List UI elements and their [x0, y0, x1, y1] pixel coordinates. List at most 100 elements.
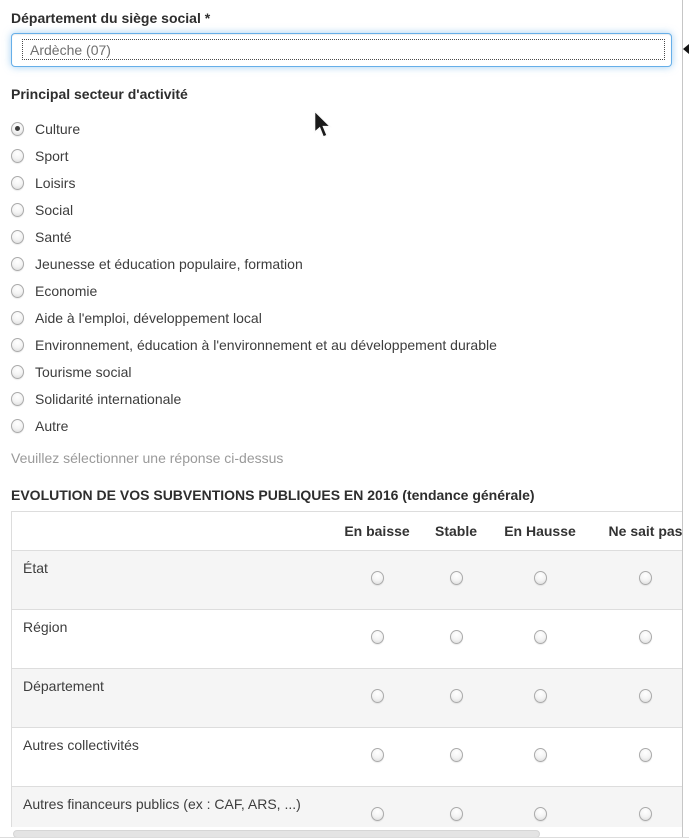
radio-cell-row4-col2[interactable]: [490, 785, 590, 827]
radio-button[interactable]: [11, 148, 24, 163]
sector-option-3[interactable]: Social: [11, 196, 689, 223]
radio-cell-row0-col2[interactable]: [490, 550, 590, 609]
radio-button[interactable]: [449, 688, 463, 703]
radio-button[interactable]: [639, 570, 652, 585]
row-label: Autres collectivités: [12, 726, 332, 786]
radio-button[interactable]: [11, 229, 24, 244]
radio-button[interactable]: [11, 364, 24, 379]
radio-cell-row2-col0[interactable]: [332, 667, 422, 727]
radio-button[interactable]: [449, 747, 463, 762]
option-label: Sport: [35, 147, 69, 164]
page-right-divider: [682, 0, 683, 837]
radio-button[interactable]: [449, 806, 463, 821]
radio-button[interactable]: [11, 310, 24, 325]
radio-button[interactable]: [11, 256, 24, 271]
column-header-1: Stable: [422, 512, 490, 551]
column-header-3: Ne sait pas: [590, 512, 682, 551]
subsidy-table-wrapper: En baisse Stable En Hausse Ne sait pas État…: [11, 511, 682, 827]
radio-cell-row4-col0[interactable]: [332, 785, 422, 827]
option-label: Economie: [35, 282, 98, 299]
sector-option-2[interactable]: Loisirs: [11, 169, 689, 196]
radio-button[interactable]: [639, 747, 652, 762]
radio-cell-row0-col1[interactable]: [422, 550, 490, 609]
sector-option-11[interactable]: Autre: [11, 412, 689, 439]
table-row: Autres collectivités: [12, 726, 682, 786]
radio-cell-row0-col3[interactable]: [590, 550, 682, 609]
radio-cell-row2-col3[interactable]: [590, 667, 682, 727]
sector-option-1[interactable]: Sport: [11, 142, 689, 169]
radio-button[interactable]: [370, 629, 384, 644]
sector-question-label: Principal secteur d'activité: [11, 86, 188, 102]
radio-button[interactable]: [639, 629, 652, 644]
option-label: Loisirs: [35, 174, 76, 191]
radio-button[interactable]: [370, 688, 384, 703]
radio-cell-row3-col0[interactable]: [332, 726, 422, 786]
table-row: État: [12, 550, 682, 609]
option-label: Santé: [35, 228, 72, 245]
sector-option-5[interactable]: Jeunesse et éducation populaire, formati…: [11, 250, 689, 277]
radio-button[interactable]: [533, 806, 547, 821]
radio-cell-row1-col0[interactable]: [332, 608, 422, 668]
radio-cell-row1-col3[interactable]: [590, 608, 682, 668]
sector-option-6[interactable]: Economie: [11, 277, 689, 304]
radio-cell-row1-col2[interactable]: [490, 608, 590, 668]
sector-option-4[interactable]: Santé: [11, 223, 689, 250]
radio-button[interactable]: [533, 688, 547, 703]
option-label: Aide à l'emploi, développement local: [35, 309, 262, 326]
sector-option-9[interactable]: Tourisme social: [11, 358, 689, 385]
option-label: Culture: [35, 120, 81, 137]
radio-button[interactable]: [449, 629, 463, 644]
bottom-border: [0, 837, 689, 838]
sector-option-8[interactable]: Environnement, éducation à l'environneme…: [11, 331, 689, 358]
radio-cell-row3-col3[interactable]: [590, 726, 682, 786]
radio-cell-row4-col3[interactable]: [590, 785, 682, 827]
option-label: Environnement, éducation à l'environneme…: [35, 336, 497, 353]
option-label: Jeunesse et éducation populaire, formati…: [35, 255, 303, 272]
table-row: Département: [12, 667, 682, 727]
option-label: Autre: [35, 417, 69, 434]
option-label: Solidarité internationale: [35, 390, 182, 407]
radio-cell-row2-col1[interactable]: [422, 667, 490, 727]
radio-cell-row3-col2[interactable]: [490, 726, 590, 786]
radio-button[interactable]: [11, 121, 24, 136]
radio-cell-row4-col1[interactable]: [422, 785, 490, 827]
sector-option-7[interactable]: Aide à l'emploi, développement local: [11, 304, 689, 331]
row-label: Région: [12, 608, 332, 668]
radio-cell-row2-col2[interactable]: [490, 667, 590, 727]
subsidies-heading: EVOLUTION DE VOS SUBVENTIONS PUBLIQUES E…: [11, 487, 535, 503]
row-label: Département: [12, 667, 332, 727]
column-header-0: En baisse: [332, 512, 422, 551]
radio-button[interactable]: [370, 570, 384, 585]
radio-button[interactable]: [11, 337, 24, 352]
radio-button[interactable]: [533, 747, 547, 762]
radio-button[interactable]: [533, 570, 547, 585]
radio-button[interactable]: [11, 202, 24, 217]
column-header-2: En Hausse: [490, 512, 590, 551]
radio-cell-row0-col0[interactable]: [332, 550, 422, 609]
radio-cell-row1-col1[interactable]: [422, 608, 490, 668]
row-label: État: [23, 559, 48, 576]
radio-button[interactable]: [449, 570, 463, 585]
radio-cell-row3-col1[interactable]: [422, 726, 490, 786]
radio-button[interactable]: [533, 629, 547, 644]
radio-button[interactable]: [639, 688, 652, 703]
radio-button[interactable]: [639, 806, 652, 821]
radio-button[interactable]: [11, 418, 24, 433]
row-label: Autres financeurs publics (ex : CAF, ARS…: [12, 785, 332, 827]
option-label: Social: [35, 201, 74, 218]
radio-button[interactable]: [370, 806, 384, 821]
sector-option-10[interactable]: Solidarité internationale: [11, 385, 689, 412]
edge-arrow-icon: [683, 44, 689, 54]
subsidy-table-body: État Région Département Autres collectivité…: [12, 550, 682, 827]
select-focus-outline: Ardèche (07): [22, 39, 665, 60]
table-row: Autres financeurs publics (ex : CAF, ARS…: [12, 785, 682, 827]
department-select[interactable]: Ardèche (07): [11, 33, 672, 67]
radio-button[interactable]: [11, 391, 24, 406]
sector-option-0[interactable]: Culture: [11, 115, 689, 142]
radio-button[interactable]: [11, 175, 24, 190]
subsidy-table: En baisse Stable En Hausse Ne sait pas État…: [12, 512, 682, 827]
table-row: Région: [12, 608, 682, 668]
sector-options: Culture Sport Loisirs Social Santé Jeunesse e…: [11, 115, 689, 439]
radio-button[interactable]: [11, 283, 24, 298]
radio-button[interactable]: [370, 747, 384, 762]
